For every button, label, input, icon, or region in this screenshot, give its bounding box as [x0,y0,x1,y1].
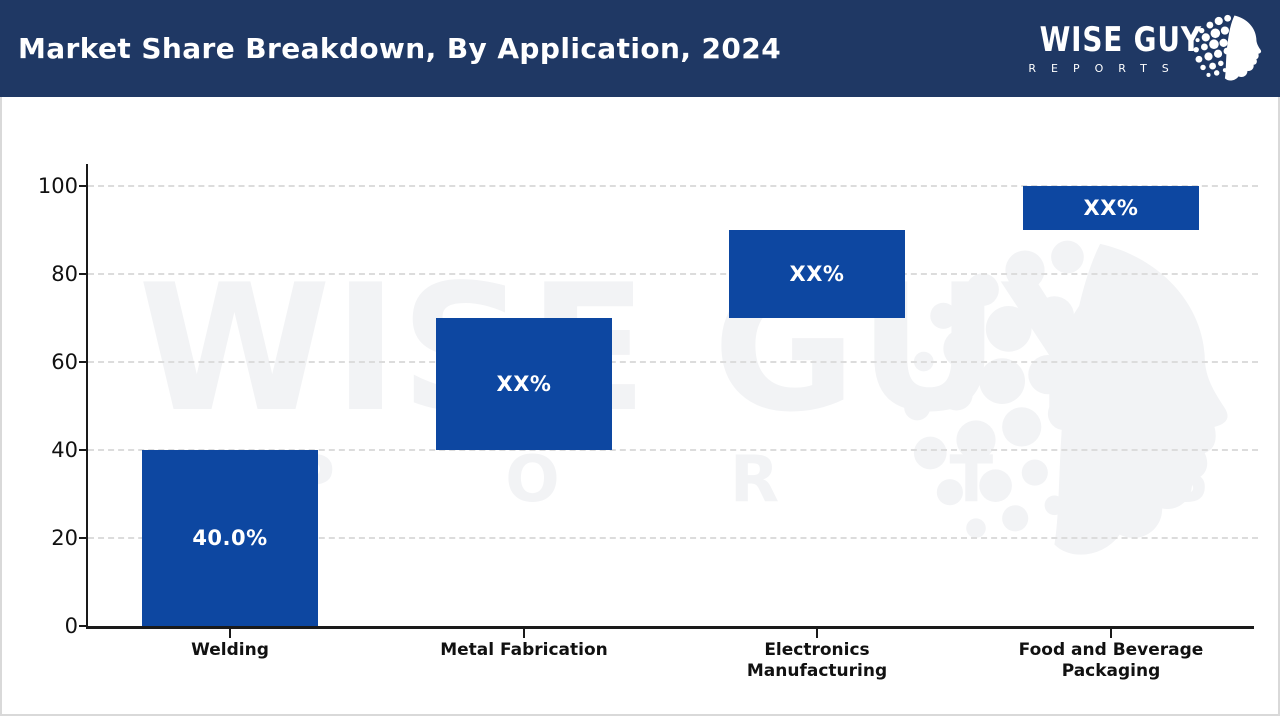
x-category-label: Metal Fabrication [440,640,608,660]
x-axis-line [86,626,1254,629]
y-axis-line [86,164,88,628]
y-tick-label: 80 [51,262,78,286]
bar-value-label: XX% [496,372,552,396]
bar-1: 40.0% [142,450,318,626]
bar-value-label: XX% [1083,196,1139,220]
y-tick-label: 20 [51,526,78,550]
x-tick-mark [816,629,818,638]
x-tick-mark [229,629,231,638]
gridline [88,185,1258,187]
x-category-label: Electronics Manufacturing [746,640,888,681]
x-category-label: Welding [191,640,269,660]
logo-text: WISE GUY REPORTS [1004,23,1202,75]
bar-value-label: 40.0% [192,526,268,550]
y-tick-mark [79,449,87,451]
x-tick-mark [523,629,525,638]
y-tick-label: 100 [37,174,78,198]
y-tick-mark [79,537,87,539]
y-tick-label: 40 [51,438,78,462]
y-tick-mark [79,361,87,363]
wise-guy-reports-logo: WISE GUY REPORTS [1004,7,1280,91]
chart-title: Market Share Breakdown, By Application, … [18,32,782,65]
logo-wise-guy-label: WISE GUY [1039,19,1202,60]
header-bar: Market Share Breakdown, By Application, … [0,0,1280,97]
gridline [88,273,1258,275]
y-tick-mark [79,625,87,627]
gridline [88,449,1258,451]
bottom-rule [0,714,1280,716]
y-tick-mark [79,273,87,275]
logo-reports-label: REPORTS [1028,61,1184,75]
x-tick-mark [1110,629,1112,638]
gridline [88,537,1258,539]
y-tick-label: 0 [64,614,78,638]
bar-4: XX% [1023,186,1199,230]
y-tick-label: 60 [51,350,78,374]
x-category-label: Food and Beverage Packaging [1018,640,1204,681]
bar-3: XX% [729,230,905,318]
gridline [88,361,1258,363]
chart-body-border [0,97,1280,714]
bar-value-label: XX% [789,262,845,286]
y-tick-mark [79,185,87,187]
bar-2: XX% [436,318,612,450]
